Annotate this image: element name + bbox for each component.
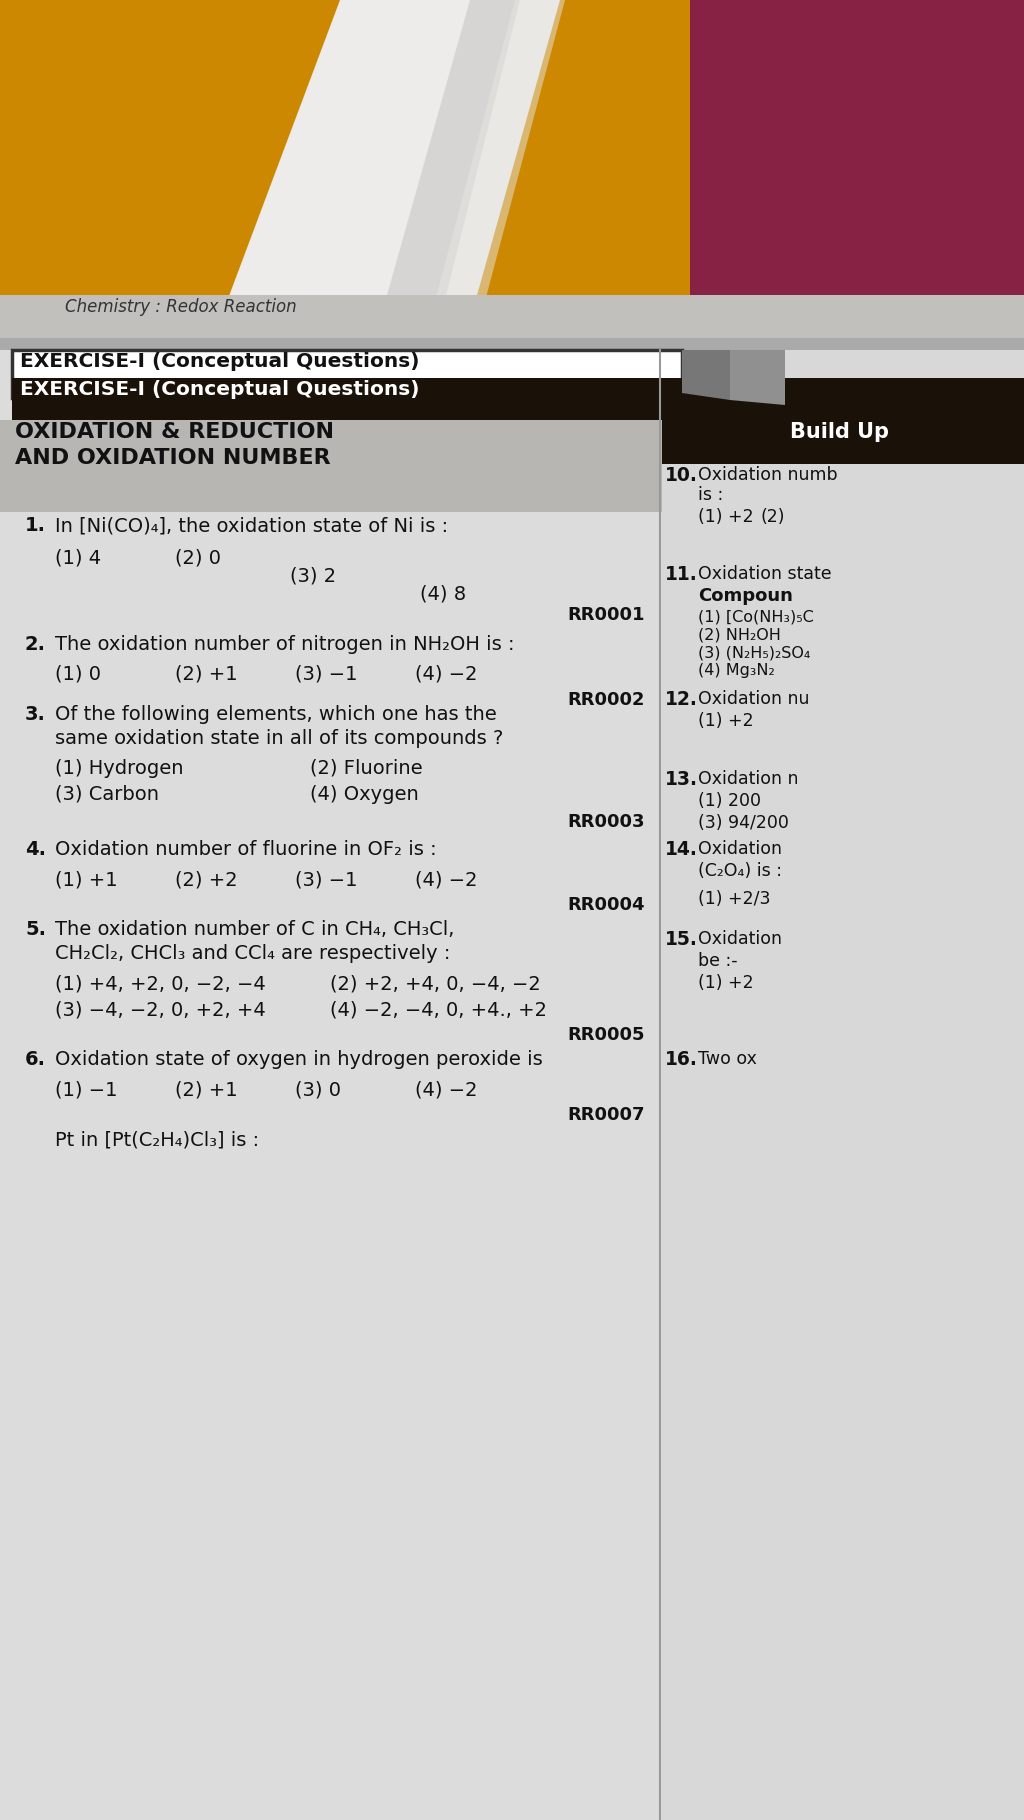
Text: 2.: 2.: [25, 635, 46, 653]
Text: RR0004: RR0004: [567, 895, 645, 914]
Text: Of the following elements, which one has the: Of the following elements, which one has…: [55, 704, 497, 724]
Text: Compoun: Compoun: [698, 588, 793, 604]
Text: (4) Oxygen: (4) Oxygen: [310, 784, 419, 804]
Polygon shape: [430, 0, 565, 320]
FancyBboxPatch shape: [662, 340, 1024, 1820]
FancyBboxPatch shape: [0, 420, 662, 511]
Text: 4.: 4.: [25, 841, 46, 859]
FancyBboxPatch shape: [0, 0, 1024, 320]
Text: 15.: 15.: [665, 930, 698, 948]
Text: (4) 8: (4) 8: [420, 584, 466, 602]
FancyBboxPatch shape: [0, 339, 1024, 349]
Text: be :-: be :-: [698, 952, 737, 970]
Text: (4) −2, −4, 0, +4., +2: (4) −2, −4, 0, +4., +2: [330, 999, 547, 1019]
Text: EXERCISE-I (Conceptual Questions): EXERCISE-I (Conceptual Questions): [20, 380, 420, 399]
Text: Oxidation numb: Oxidation numb: [698, 466, 838, 484]
Text: (1) −1: (1) −1: [55, 1079, 118, 1099]
FancyBboxPatch shape: [690, 0, 1024, 320]
Text: 5.: 5.: [25, 919, 46, 939]
Text: (1) [Co(NH₃)₅C: (1) [Co(NH₃)₅C: [698, 610, 814, 624]
Text: RR0003: RR0003: [567, 814, 645, 832]
Text: RR0002: RR0002: [567, 692, 645, 710]
Text: The oxidation number of nitrogen in NH₂OH is :: The oxidation number of nitrogen in NH₂O…: [55, 635, 514, 653]
FancyBboxPatch shape: [12, 379, 1024, 420]
Text: is :: is :: [698, 486, 723, 504]
Text: (2) 0: (2) 0: [175, 548, 221, 568]
Text: (C₂O₄) is :: (C₂O₄) is :: [698, 863, 782, 881]
Text: (2) +2: (2) +2: [175, 870, 238, 888]
Text: RR0005: RR0005: [567, 1026, 645, 1045]
Text: Pt in [Pt(C₂H₄)Cl₃] is :: Pt in [Pt(C₂H₄)Cl₃] is :: [55, 1130, 259, 1148]
Text: (2) Fluorine: (2) Fluorine: [310, 759, 423, 777]
Text: (4) Mg₃N₂: (4) Mg₃N₂: [698, 662, 775, 679]
Text: (1) +1: (1) +1: [55, 870, 118, 888]
Text: 6.: 6.: [25, 1050, 46, 1068]
Polygon shape: [730, 349, 785, 406]
Text: In [Ni(CO)₄], the oxidation state of Ni is :: In [Ni(CO)₄], the oxidation state of Ni …: [55, 517, 449, 535]
Text: CH₂Cl₂, CHCl₃ and CCl₄ are respectively :: CH₂Cl₂, CHCl₃ and CCl₄ are respectively …: [55, 945, 451, 963]
FancyBboxPatch shape: [12, 349, 682, 399]
Text: (1) 4: (1) 4: [55, 548, 101, 568]
Polygon shape: [682, 349, 730, 400]
Text: (3) −1: (3) −1: [295, 664, 357, 684]
Text: Oxidation state of oxygen in hydrogen peroxide is: Oxidation state of oxygen in hydrogen pe…: [55, 1050, 543, 1068]
Text: Oxidation nu: Oxidation nu: [698, 690, 810, 708]
Text: same oxidation state in all of its compounds ?: same oxidation state in all of its compo…: [55, 730, 504, 748]
Text: (1) 0: (1) 0: [55, 664, 101, 684]
Text: 3.: 3.: [25, 704, 46, 724]
Text: (4) −2: (4) −2: [415, 1079, 477, 1099]
Text: RR0007: RR0007: [567, 1107, 645, 1125]
Text: (1) +2: (1) +2: [698, 974, 754, 992]
Text: (3) Carbon: (3) Carbon: [55, 784, 159, 804]
Text: Build Up: Build Up: [791, 422, 890, 442]
Text: (1) 200: (1) 200: [698, 792, 761, 810]
Text: Chemistry : Redox Reaction: Chemistry : Redox Reaction: [65, 298, 297, 317]
FancyBboxPatch shape: [662, 420, 1024, 464]
Text: 1.: 1.: [25, 517, 46, 535]
Text: (3) 2: (3) 2: [290, 566, 336, 584]
Text: (3) 94/200: (3) 94/200: [698, 814, 788, 832]
Text: (1) Hydrogen: (1) Hydrogen: [55, 759, 183, 777]
Text: (1) +2/3: (1) +2/3: [698, 890, 770, 908]
Text: 16.: 16.: [665, 1050, 698, 1068]
Text: EXERCISE-I (Conceptual Questions): EXERCISE-I (Conceptual Questions): [20, 351, 420, 371]
Text: (3) 0: (3) 0: [295, 1079, 341, 1099]
Text: Oxidation n: Oxidation n: [698, 770, 799, 788]
Polygon shape: [220, 0, 560, 320]
Text: (1) +2: (1) +2: [698, 712, 754, 730]
Text: Oxidation number of fluorine in OF₂ is :: Oxidation number of fluorine in OF₂ is :: [55, 841, 436, 859]
Text: (3) (N₂H₅)₂SO₄: (3) (N₂H₅)₂SO₄: [698, 644, 810, 661]
Text: 12.: 12.: [665, 690, 698, 710]
Text: RR0001: RR0001: [567, 606, 645, 624]
Text: (4) −2: (4) −2: [415, 870, 477, 888]
Text: Oxidation: Oxidation: [698, 841, 782, 857]
Polygon shape: [380, 0, 520, 320]
Text: 11.: 11.: [665, 564, 697, 584]
Text: (2) NH₂OH: (2) NH₂OH: [698, 628, 781, 642]
Text: OXIDATION & REDUCTION: OXIDATION & REDUCTION: [15, 422, 334, 442]
Text: Two ox: Two ox: [698, 1050, 757, 1068]
Text: (3) −4, −2, 0, +2, +4: (3) −4, −2, 0, +2, +4: [55, 999, 266, 1019]
Text: (2): (2): [760, 508, 784, 526]
Text: (2) +1: (2) +1: [175, 664, 238, 684]
Text: (2) +2, +4, 0, −4, −2: (2) +2, +4, 0, −4, −2: [330, 974, 541, 994]
FancyBboxPatch shape: [0, 295, 1024, 1820]
Text: (2) +1: (2) +1: [175, 1079, 238, 1099]
Text: (3) −1: (3) −1: [295, 870, 357, 888]
FancyBboxPatch shape: [0, 295, 1024, 348]
Text: (1) +4, +2, 0, −2, −4: (1) +4, +2, 0, −2, −4: [55, 974, 266, 994]
Text: AND OXIDATION NUMBER: AND OXIDATION NUMBER: [15, 448, 331, 468]
Text: 10.: 10.: [665, 466, 698, 484]
FancyBboxPatch shape: [0, 340, 662, 1820]
Text: Oxidation state: Oxidation state: [698, 564, 831, 582]
Text: 14.: 14.: [665, 841, 698, 859]
Text: (4) −2: (4) −2: [415, 664, 477, 684]
Text: (1) +2: (1) +2: [698, 508, 754, 526]
Text: The oxidation number of C in CH₄, CH₃Cl,: The oxidation number of C in CH₄, CH₃Cl,: [55, 919, 455, 939]
Text: Oxidation: Oxidation: [698, 930, 782, 948]
Text: 13.: 13.: [665, 770, 698, 790]
